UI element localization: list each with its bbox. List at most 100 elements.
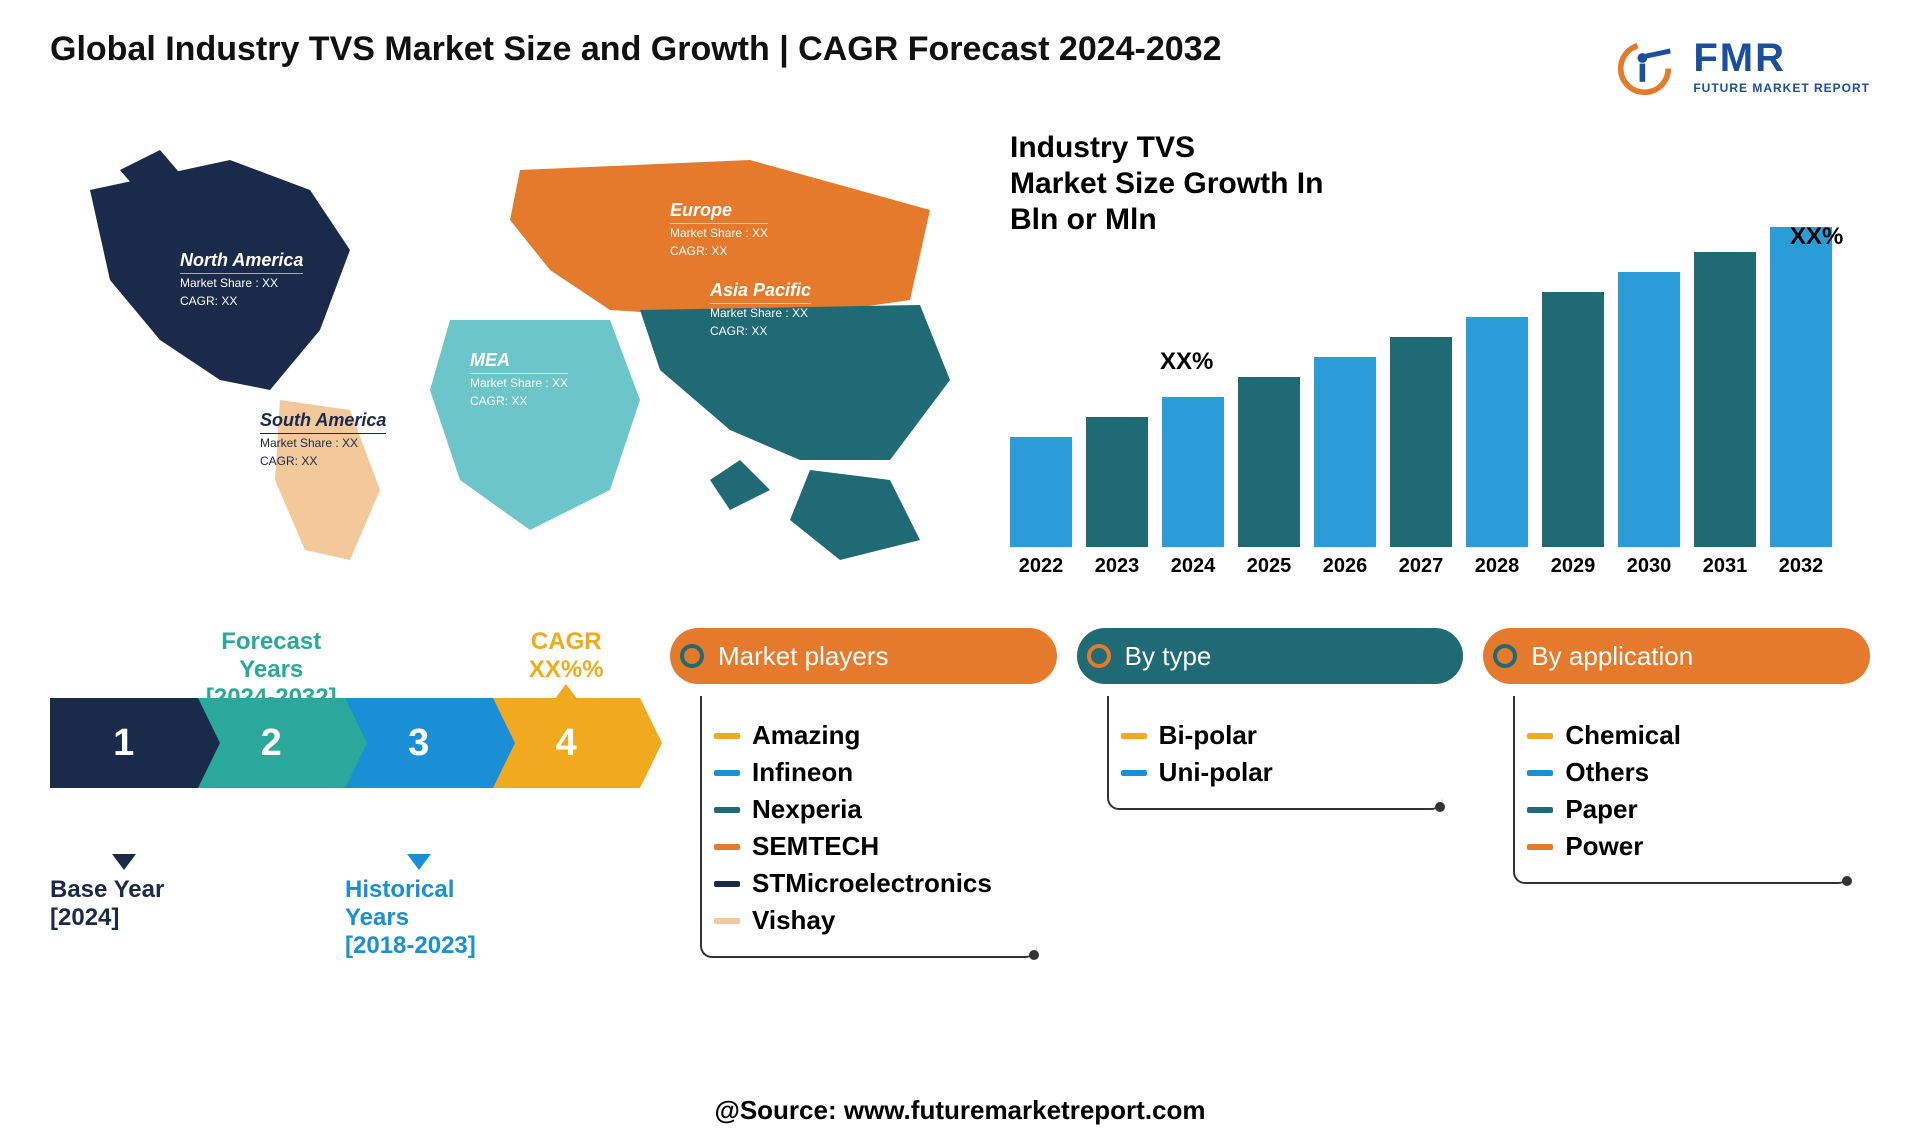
logo-sub: FUTURE MARKET REPORT xyxy=(1693,81,1870,95)
list-item-text: Amazing xyxy=(752,720,860,751)
region-name: South America xyxy=(260,410,386,431)
bar-label: 2024 xyxy=(1171,555,1216,578)
bar-2024: 2024 xyxy=(1162,397,1224,578)
list-item: Uni-polar xyxy=(1121,757,1432,788)
bar xyxy=(1086,417,1148,547)
bar xyxy=(1770,227,1832,547)
timeline: Forecast Years[2024-2032]CAGRXX%% 1 .tl-… xyxy=(50,628,640,960)
page-title: Global Industry TVS Market Size and Grow… xyxy=(50,30,1222,69)
dash-icon xyxy=(714,881,740,887)
bar-label: 2027 xyxy=(1399,555,1444,578)
bar xyxy=(1694,252,1756,547)
dash-icon xyxy=(1527,733,1553,739)
tl-bot-label: Historical Years xyxy=(345,876,493,932)
tl-bot-sub: [2018-2023] xyxy=(345,932,493,960)
top-section: North America Market Share : XX CAGR: XX… xyxy=(50,130,1870,578)
region-name: MEA xyxy=(470,350,568,371)
list-item-text: Bi-polar xyxy=(1159,720,1257,751)
region-eu: Europe Market Share : XX CAGR: XX xyxy=(670,200,768,258)
list-item-text: STMicroelectronics xyxy=(752,868,992,899)
bar-2022: 2022 xyxy=(1010,437,1072,578)
list-item-text: Vishay xyxy=(752,905,835,936)
region-share: Market Share : XX xyxy=(260,433,386,450)
dash-icon xyxy=(1527,770,1553,776)
bar-2027: 2027 xyxy=(1390,337,1452,578)
fmr-logo-icon xyxy=(1613,30,1683,100)
tl-bot-sub: [2024] xyxy=(50,904,198,932)
list-item: Infineon xyxy=(714,757,1025,788)
dash-icon xyxy=(714,807,740,813)
logo-text: FMR FUTURE MARKET REPORT xyxy=(1693,36,1870,95)
bar-label: 2029 xyxy=(1551,555,1596,578)
pill-title: By type xyxy=(1125,641,1212,672)
list-item: STMicroelectronics xyxy=(714,868,1025,899)
list-item-text: Paper xyxy=(1565,794,1637,825)
list-box: AmazingInfineonNexperiaSEMTECHSTMicroele… xyxy=(700,696,1037,958)
tl-bottom: Base Year[2024] Historical Years[2018-202… xyxy=(50,848,640,960)
pill-header: By type xyxy=(1077,628,1464,684)
pill-title: By application xyxy=(1531,641,1693,672)
pill-col: Market players AmazingInfineonNexperiaSE… xyxy=(670,628,1057,958)
bar xyxy=(1466,317,1528,547)
list-item-text: Uni-polar xyxy=(1159,757,1273,788)
dash-icon xyxy=(714,844,740,850)
pill-header: Market players xyxy=(670,628,1057,684)
tl-seg-1: 1 .tl-seg:nth-child(1)::after{border-lef… xyxy=(50,698,198,788)
bar xyxy=(1238,377,1300,547)
region-share: Market Share : XX xyxy=(710,303,811,320)
bar-label: 2025 xyxy=(1247,555,1292,578)
region-na: North America Market Share : XX CAGR: XX xyxy=(180,250,303,308)
region-share: Market Share : XX xyxy=(180,273,303,290)
list-item-text: Power xyxy=(1565,831,1643,862)
triangle-down-icon xyxy=(407,854,431,870)
bar-2032: 2032 xyxy=(1770,227,1832,578)
logo-main: FMR xyxy=(1693,36,1870,81)
bar xyxy=(1618,272,1680,547)
region-sa: South America Market Share : XX CAGR: XX xyxy=(260,410,386,468)
list-item: Others xyxy=(1527,757,1838,788)
bar-label: 2023 xyxy=(1095,555,1140,578)
pill-title: Market players xyxy=(718,641,889,672)
tl-seg-2: 2 .tl-seg:nth-child(2)::after{border-lef… xyxy=(198,698,346,788)
list-item-text: Others xyxy=(1565,757,1649,788)
bar-2030: 2030 xyxy=(1618,272,1680,578)
region-cagr: CAGR: XX xyxy=(470,392,568,408)
tl-top-label: Forecast Years xyxy=(198,628,346,684)
tl-arrows: 1 .tl-seg:nth-child(1)::after{border-lef… xyxy=(50,698,640,828)
pill-dot-icon xyxy=(680,644,704,668)
bar-label: 2030 xyxy=(1627,555,1672,578)
region-cagr: CAGR: XX xyxy=(260,452,386,468)
bar xyxy=(1010,437,1072,547)
list-item-text: Chemical xyxy=(1565,720,1681,751)
region-cagr: CAGR: XX xyxy=(710,322,811,338)
bar-label: 2026 xyxy=(1323,555,1368,578)
tl-top-sub: XX%% xyxy=(493,656,641,684)
bar-label: 2032 xyxy=(1779,555,1824,578)
list-item: Amazing xyxy=(714,720,1025,751)
list-item: Paper xyxy=(1527,794,1838,825)
bar-label: 2028 xyxy=(1475,555,1520,578)
pill-dot-icon xyxy=(1087,644,1111,668)
triangle-down-icon xyxy=(112,854,136,870)
dash-icon xyxy=(1121,733,1147,739)
pct-label: XX% xyxy=(1790,223,1843,251)
bar-row: 2022 2023 2024 2025 2026 2027 2028 2029 … xyxy=(1010,258,1870,578)
region-ap: Asia Pacific Market Share : XX CAGR: XX xyxy=(710,280,811,338)
dash-icon xyxy=(1527,807,1553,813)
tl-bot-label: Base Year xyxy=(50,876,198,904)
bar-2031: 2031 xyxy=(1694,252,1756,578)
region-share: Market Share : XX xyxy=(470,373,568,390)
bottom-section: Forecast Years[2024-2032]CAGRXX%% 1 .tl-… xyxy=(50,628,1870,960)
region-cagr: CAGR: XX xyxy=(670,242,768,258)
header: Global Industry TVS Market Size and Grow… xyxy=(50,30,1870,100)
logo: FMR FUTURE MARKET REPORT xyxy=(1613,30,1870,100)
list-item: Power xyxy=(1527,831,1838,862)
pill-col: By application Chemical Others Paper Power xyxy=(1483,628,1870,958)
list-box: Bi-polar Uni-polar xyxy=(1107,696,1444,810)
pill-header: By application xyxy=(1483,628,1870,684)
list-item: Vishay xyxy=(714,905,1025,936)
tl-top-label: CAGR xyxy=(493,628,641,656)
list-item-text: SEMTECH xyxy=(752,831,879,862)
dash-icon xyxy=(714,918,740,924)
pct-label: XX% xyxy=(1160,348,1213,376)
